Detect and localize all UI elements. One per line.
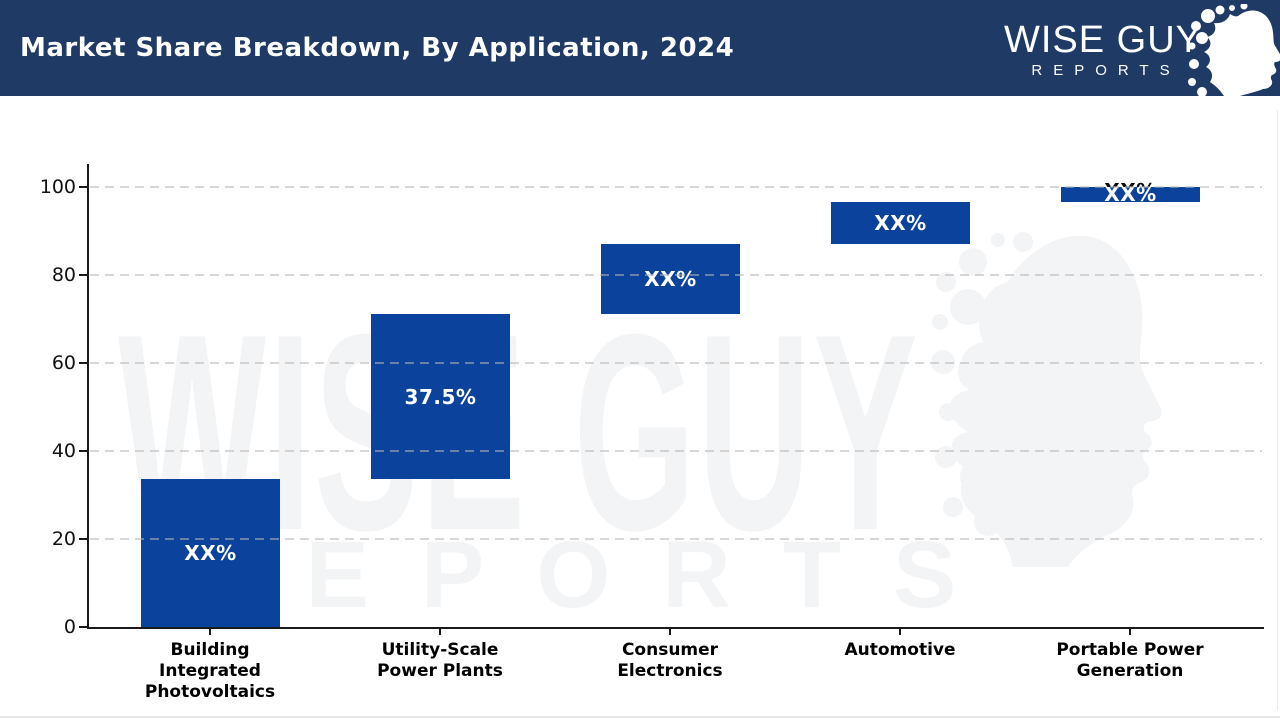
y-tick-60	[79, 362, 88, 364]
gridline-40	[90, 450, 1262, 452]
page-title: Market Share Breakdown, By Application, …	[20, 33, 735, 63]
y-tick-label: 20	[51, 528, 76, 550]
x-tick-2	[439, 629, 441, 635]
y-tick-20	[79, 538, 88, 540]
gridline-20	[90, 538, 1262, 540]
y-tick-label: 80	[51, 264, 76, 286]
x-axis-line	[87, 627, 1264, 629]
wiseguy-logo-text: WISE GUY REPORTS	[1004, 20, 1202, 81]
y-tick-label: 40	[51, 440, 76, 462]
x-category-label: Utility-Scale Power Plants	[377, 640, 503, 681]
x-category-label: Automotive	[844, 640, 956, 660]
watermark-text-line2: REPORTS	[185, 522, 1009, 628]
y-axis-line	[87, 164, 89, 628]
gridline-80	[90, 274, 1262, 276]
x-tick-3	[669, 629, 671, 635]
bar-value-label: 37.5%	[404, 384, 477, 409]
x-tick-4	[899, 629, 901, 635]
wiseguy-logo: WISE GUY REPORTS	[1004, 0, 1280, 97]
bar-value-label: XX%	[874, 211, 927, 235]
plot-right-border	[1277, 110, 1278, 710]
x-category-label: Building Integrated Photovoltaics	[144, 640, 276, 702]
y-tick-0	[79, 626, 88, 628]
bar-portable-power-generation: XX%	[1061, 187, 1200, 202]
x-tick-1	[209, 629, 211, 635]
x-category-label: Consumer Electronics	[617, 640, 723, 681]
wiseguy-logo-line2: REPORTS	[1031, 62, 1181, 79]
x-category-label: Portable Power Generation	[1056, 640, 1204, 681]
y-tick-40	[79, 450, 88, 452]
bar-value-label: XX%	[184, 541, 237, 565]
y-tick-label: 60	[51, 352, 76, 374]
gridline-100	[90, 186, 1262, 188]
y-tick-80	[79, 274, 88, 276]
bar-building-integrated-photovoltaics: XX%	[141, 479, 280, 627]
wiseguy-logo-line1: WISE GUY	[1003, 19, 1202, 61]
y-tick-label: 100	[39, 176, 76, 198]
y-tick-label: 0	[63, 616, 76, 638]
wiseguy-head-logo-icon	[1186, 2, 1280, 100]
y-tick-100	[79, 186, 88, 188]
bar-value-label: XX%	[644, 267, 697, 291]
bar-automotive: XX%	[831, 202, 970, 244]
header-band: Market Share Breakdown, By Application, …	[0, 0, 1280, 97]
x-tick-5	[1129, 629, 1131, 635]
page-bottom-border	[0, 716, 1280, 718]
bar-utility-scale-power-plants: 37.5%	[371, 314, 510, 479]
gridline-60	[90, 362, 1262, 364]
bar-consumer-electronics: XX%	[601, 244, 740, 314]
bar-value-label: XX%	[1104, 187, 1157, 202]
